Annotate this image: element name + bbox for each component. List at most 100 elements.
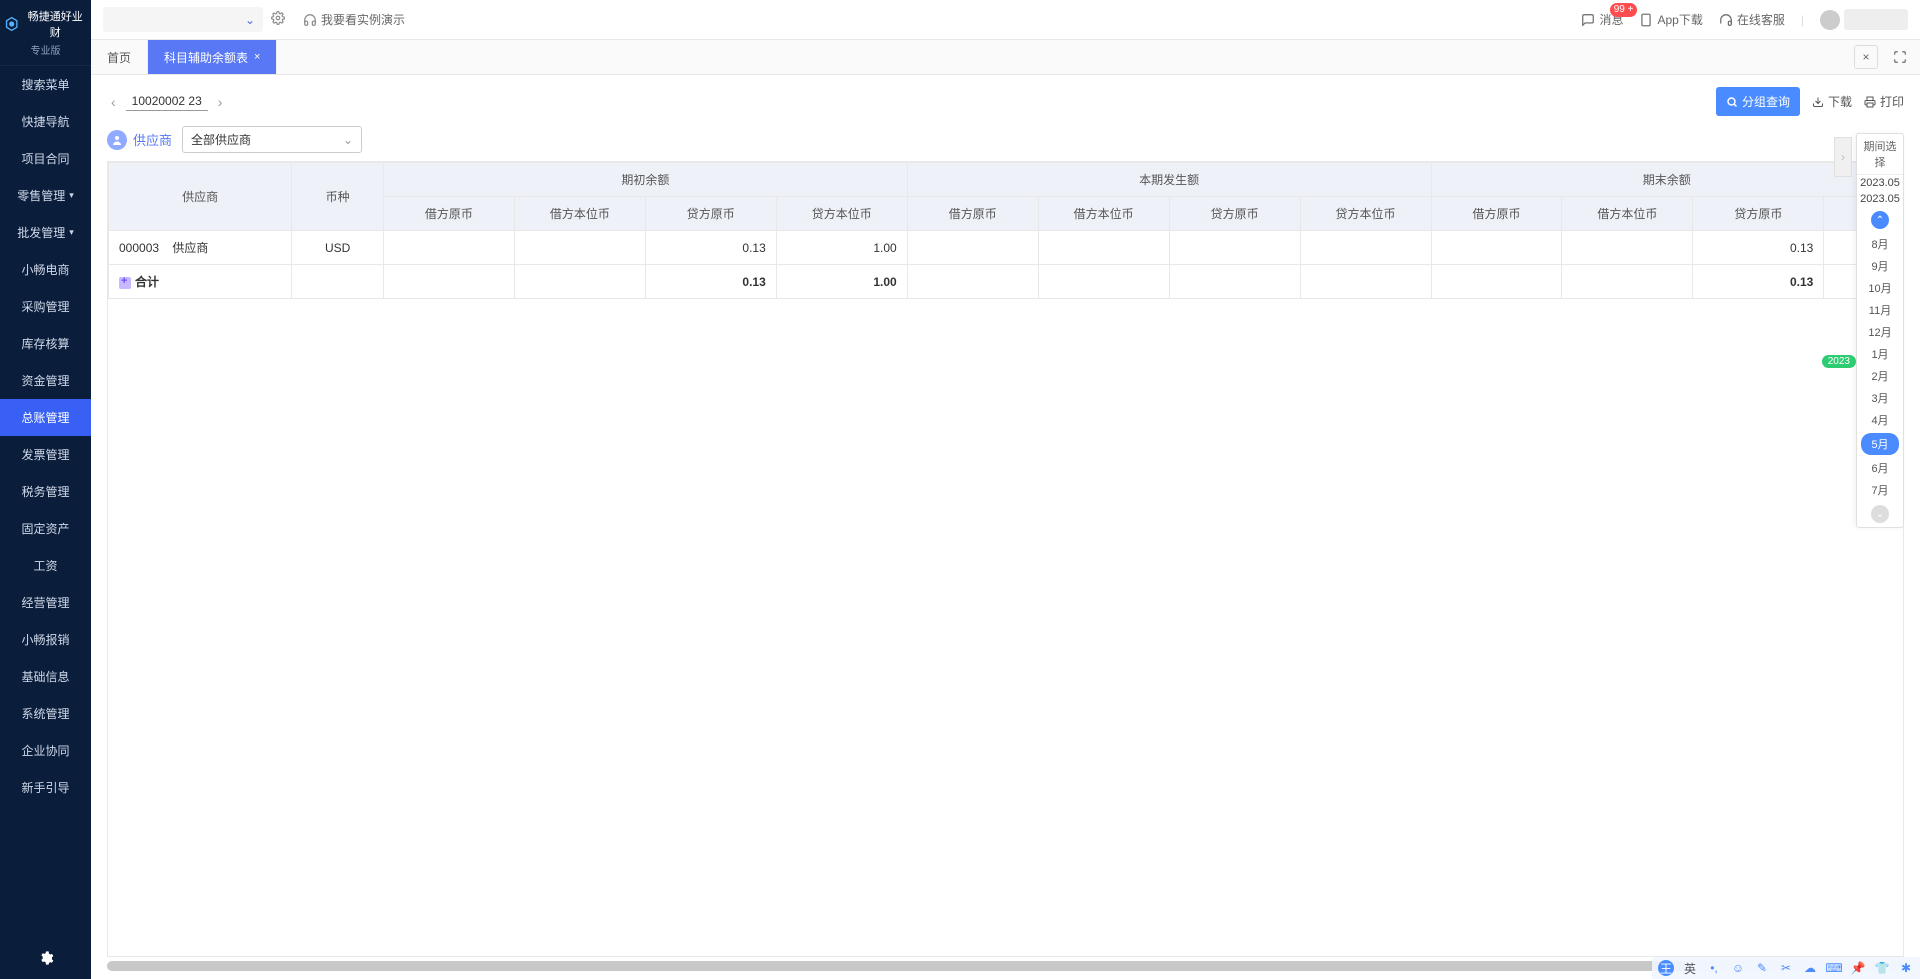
cell	[1431, 265, 1562, 299]
scrollbar-thumb[interactable]	[107, 961, 1688, 971]
sidebar-item[interactable]: 发票管理	[0, 436, 91, 473]
system-taskbar: 王 英 •, ☺ ✎ ✂ ☁ ⌨ 📌 👕 ✱	[1652, 957, 1920, 979]
sidebar-item[interactable]: 零售管理▾	[0, 177, 91, 214]
expand-icon	[1893, 50, 1907, 64]
sidebar-item[interactable]: 新手引导	[0, 769, 91, 806]
close-all-button[interactable]: ×	[1854, 45, 1878, 69]
month-item[interactable]: 3月	[1857, 387, 1903, 409]
chevron-down-icon: ⌄	[343, 133, 353, 147]
group-query-button[interactable]: 分组查询	[1716, 87, 1800, 116]
table-row[interactable]: 000003 供应商 USD 0.13 1.00	[109, 231, 1903, 265]
month-item[interactable]: 5月	[1861, 433, 1899, 455]
tab-home[interactable]: 首页	[91, 40, 148, 74]
message-icon	[1581, 13, 1595, 27]
shirt-icon[interactable]: 👕	[1874, 960, 1890, 976]
user-menu[interactable]	[1820, 9, 1908, 30]
month-item[interactable]: 10月	[1857, 277, 1903, 299]
sidebar-item[interactable]: 库存核算	[0, 325, 91, 362]
topbar: ⌄ 我要看实例演示 消息 99 + App下载	[91, 0, 1920, 40]
messages-button[interactable]: 消息 99 +	[1581, 11, 1623, 28]
demo-link[interactable]: 我要看实例演示	[303, 11, 405, 28]
sidebar-item[interactable]: 采购管理	[0, 288, 91, 325]
cell	[1300, 265, 1431, 299]
month-item[interactable]: 7月	[1857, 479, 1903, 501]
ime-icon[interactable]: 王	[1658, 960, 1674, 976]
sidebar: 畅捷通好业财 专业版 搜索菜单快捷导航项目合同零售管理▾批发管理▾小畅电商采购管…	[0, 0, 91, 979]
horizontal-scrollbar[interactable]	[107, 961, 1904, 971]
sidebar-settings[interactable]	[0, 940, 91, 979]
cloud-icon[interactable]: ☁	[1802, 960, 1818, 976]
sidebar-item[interactable]: 搜索菜单	[0, 66, 91, 103]
month-item[interactable]: 2月	[1857, 365, 1903, 387]
scroll-up-button[interactable]: ⌃	[1871, 211, 1889, 229]
gear-icon	[271, 11, 285, 25]
cell	[1169, 231, 1300, 265]
close-icon[interactable]: ×	[254, 51, 260, 63]
sidebar-item[interactable]: 小畅报销	[0, 621, 91, 658]
scroll-down-button[interactable]: ⌄	[1871, 505, 1889, 523]
sidebar-item[interactable]: 快捷导航	[0, 103, 91, 140]
month-item[interactable]: 6月	[1857, 457, 1903, 479]
cell: 0.13	[645, 231, 776, 265]
cell: 0.13	[1693, 231, 1824, 265]
th: 贷方原币	[1693, 197, 1824, 231]
sidebar-item[interactable]: 工资	[0, 547, 91, 584]
tab-active[interactable]: 科目辅助余额表 ×	[148, 40, 277, 74]
sidebar-item[interactable]: 系统管理	[0, 695, 91, 732]
sidebar-item[interactable]: 批发管理▾	[0, 214, 91, 251]
sidebar-item[interactable]: 经营管理	[0, 584, 91, 621]
month-item[interactable]: 1月	[1857, 343, 1903, 365]
settings-icon[interactable]: ✱	[1898, 960, 1914, 976]
sidebar-item[interactable]: 税务管理	[0, 473, 91, 510]
sidebar-item[interactable]: 企业协同	[0, 732, 91, 769]
emoji-icon[interactable]: ☺	[1730, 960, 1746, 976]
edit-icon[interactable]: ✎	[1754, 960, 1770, 976]
cell	[383, 265, 514, 299]
sidebar-item[interactable]: 固定资产	[0, 510, 91, 547]
demo-label: 我要看实例演示	[321, 11, 405, 28]
th: 借方原币	[907, 197, 1038, 231]
support-button[interactable]: 在线客服	[1719, 11, 1785, 28]
period-from[interactable]: 2023.05	[1857, 175, 1903, 191]
cell-supplier: 000003 供应商	[109, 231, 292, 265]
print-button[interactable]: 打印	[1864, 93, 1904, 110]
sidebar-item[interactable]: 项目合同	[0, 140, 91, 177]
supplier-select[interactable]: 全部供应商 ⌄	[182, 126, 362, 153]
chevron-down-icon: ⌄	[245, 13, 255, 27]
ime-lang[interactable]: 英	[1682, 960, 1698, 976]
support-icon	[1719, 13, 1733, 27]
month-item[interactable]: 4月	[1857, 409, 1903, 431]
month-item[interactable]: 9月	[1857, 255, 1903, 277]
month-item[interactable]: 12月	[1857, 321, 1903, 343]
settings-button[interactable]	[271, 11, 285, 28]
org-selector[interactable]: ⌄	[103, 7, 263, 32]
sidebar-item[interactable]: 资金管理	[0, 362, 91, 399]
cell	[907, 265, 1038, 299]
sidebar-item[interactable]: 基础信息	[0, 658, 91, 695]
fullscreen-button[interactable]	[1888, 45, 1912, 69]
next-button[interactable]: ›	[214, 92, 227, 112]
button-label: 打印	[1880, 93, 1904, 110]
tb-icon[interactable]: •,	[1706, 960, 1722, 976]
pin-icon[interactable]: 📌	[1850, 960, 1866, 976]
cell	[1562, 231, 1693, 265]
month-item[interactable]: 8月	[1857, 233, 1903, 255]
month-item[interactable]: 11月	[1857, 299, 1903, 321]
th-supplier: 供应商	[109, 163, 292, 231]
sidebar-item[interactable]: 总账管理	[0, 399, 91, 436]
scissors-icon[interactable]: ✂	[1778, 960, 1794, 976]
prev-button[interactable]: ‹	[107, 92, 120, 112]
download-button[interactable]: App下载	[1639, 11, 1702, 28]
th: 贷方本位币	[776, 197, 907, 231]
download-button[interactable]: 下载	[1812, 93, 1852, 110]
download-icon	[1812, 96, 1824, 108]
sidebar-item[interactable]: 小畅电商	[0, 251, 91, 288]
table-scroll-right[interactable]: ›	[1834, 137, 1852, 177]
account-code[interactable]: 10020002 23	[126, 92, 208, 111]
expand-icon[interactable]	[119, 277, 131, 289]
button-label: 分组查询	[1742, 93, 1790, 110]
cell	[1038, 231, 1169, 265]
period-to[interactable]: 2023.05	[1857, 191, 1903, 207]
gear-icon	[38, 950, 54, 966]
keyboard-icon[interactable]: ⌨	[1826, 960, 1842, 976]
